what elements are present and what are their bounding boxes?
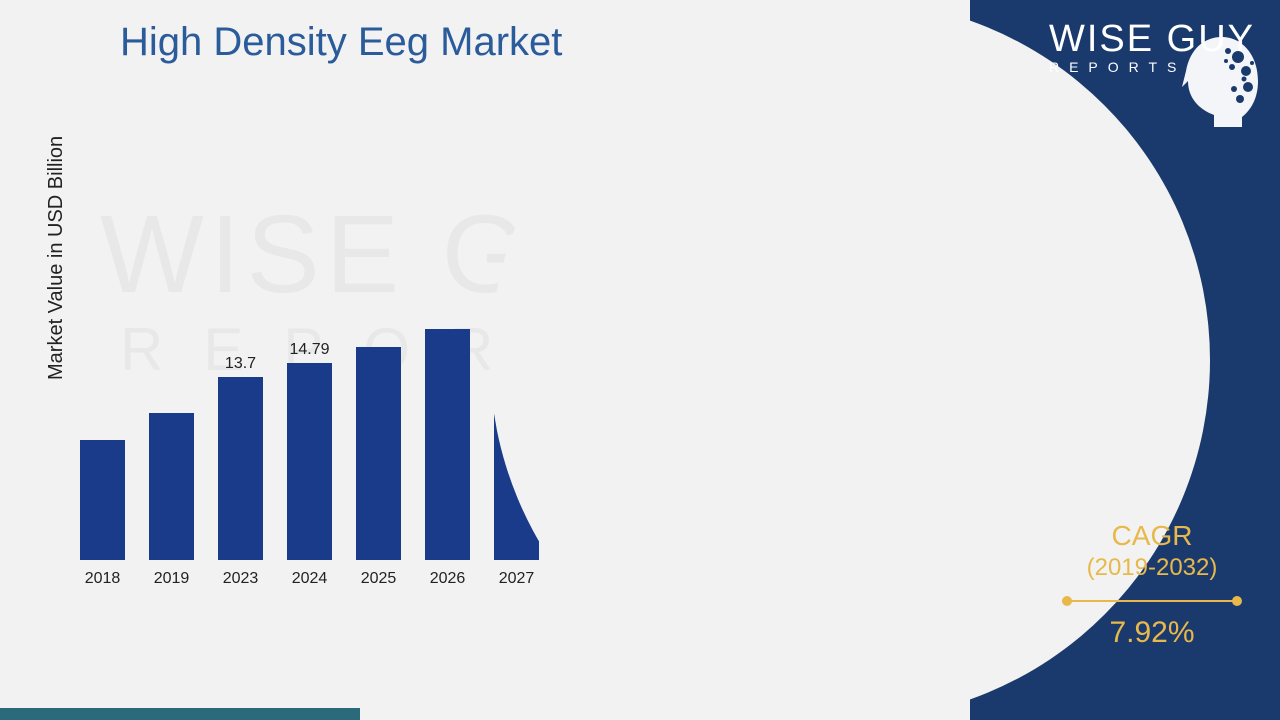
bar: [287, 363, 332, 560]
bar: [149, 413, 194, 560]
x-axis-tick-label: 2027: [499, 570, 535, 588]
x-axis-tick-label: 2025: [361, 570, 397, 588]
footer-accent-bar: [0, 708, 360, 720]
x-axis-tick-label: 2026: [430, 570, 466, 588]
right-panel: WISE GUY REPORTS CAGR (2019-2032) 7.92%: [970, 0, 1280, 720]
brain-head-icon: [1182, 35, 1260, 127]
brand-logo: WISE GUY REPORTS: [1049, 20, 1255, 74]
cagr-separator: [1067, 600, 1237, 602]
bar-value-label: 13.7: [225, 355, 256, 373]
x-axis-tick-label: 2019: [154, 570, 190, 588]
chart-infographic: WISE GUY REPORTS High Density Eeg Market…: [0, 0, 1280, 720]
cagr-value: 7.92%: [1052, 616, 1252, 650]
x-axis-tick-label: 2023: [223, 570, 259, 588]
x-axis-tick-label: 2024: [292, 570, 328, 588]
bar-value-label: 14.79: [289, 341, 329, 359]
cagr-title: CAGR: [1052, 520, 1252, 552]
x-axis-tick-label: 2018: [85, 570, 121, 588]
bar: [80, 440, 125, 560]
cagr-range: (2019-2032): [1052, 554, 1252, 582]
cagr-box: CAGR (2019-2032) 7.92%: [1052, 520, 1252, 650]
chart-title: High Density Eeg Market: [120, 20, 562, 65]
bar: [356, 347, 401, 560]
bar: [425, 329, 470, 560]
y-axis-label: Market Value in USD Billion: [45, 136, 68, 380]
bar: [218, 377, 263, 560]
